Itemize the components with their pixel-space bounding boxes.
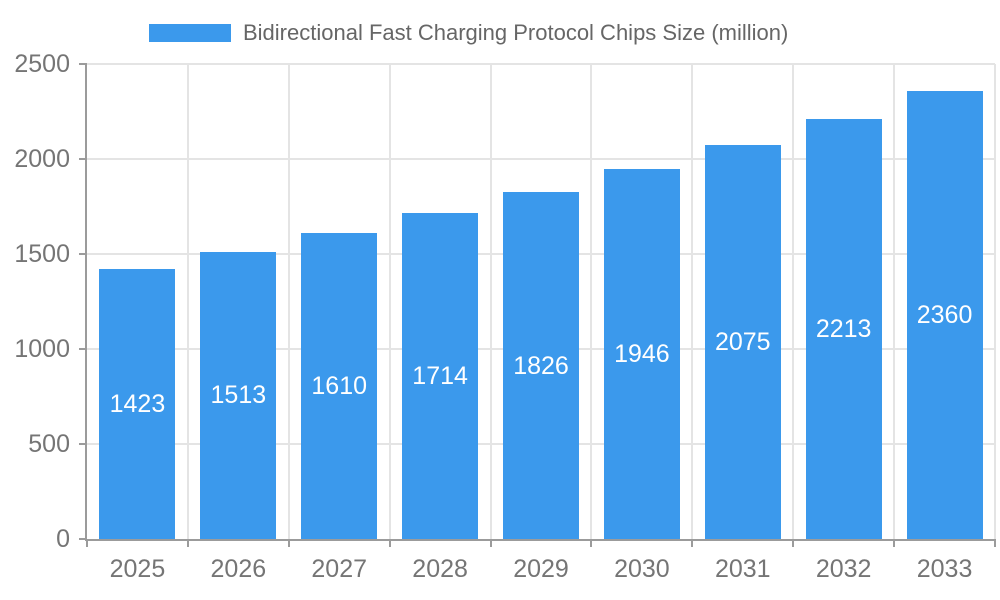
- x-tick-mark: [489, 539, 492, 547]
- x-tick-mark: [994, 539, 996, 547]
- bar: [301, 233, 378, 539]
- gridline-vertical: [186, 64, 189, 539]
- x-tick-mark: [86, 539, 88, 547]
- y-tick-label: 2500: [14, 50, 70, 78]
- x-tick-label: 2032: [815, 555, 872, 583]
- gridline-vertical: [388, 64, 391, 539]
- y-axis-line: [85, 64, 87, 541]
- y-tick-mark: [79, 158, 87, 160]
- gridline-vertical: [287, 64, 290, 539]
- x-tick-label: 2029: [513, 555, 569, 583]
- bar-value-label: 1946: [614, 340, 670, 369]
- bar-value-label: 1714: [412, 362, 468, 391]
- x-tick-label: 2031: [714, 555, 771, 583]
- bar-value-label: 1610: [311, 372, 368, 401]
- gridline-vertical: [893, 64, 896, 539]
- gridline-vertical: [994, 64, 996, 539]
- x-tick-label: 2033: [916, 555, 973, 583]
- bar: [99, 268, 176, 539]
- legend-swatch: [149, 24, 231, 42]
- y-tick-label: 1000: [14, 335, 70, 363]
- x-tick-mark: [792, 539, 795, 547]
- y-tick-label: 500: [28, 430, 70, 458]
- y-tick-mark: [79, 253, 87, 255]
- gridline-vertical: [691, 64, 694, 539]
- gridline-vertical: [792, 64, 795, 539]
- gridline-horizontal: [87, 63, 995, 65]
- bar: [503, 192, 579, 539]
- x-tick-label: 2030: [614, 555, 670, 583]
- bar: [906, 90, 983, 539]
- x-tick-label: 2025: [109, 555, 166, 583]
- chart-title: Bidirectional Fast Charging Protocol Chi…: [243, 20, 789, 45]
- x-tick-mark: [691, 539, 694, 547]
- bar: [200, 251, 277, 539]
- gridline-horizontal: [87, 158, 995, 160]
- y-tick-mark: [79, 538, 87, 540]
- bar-value-label: 1423: [109, 389, 166, 418]
- chart-legend[interactable]: Bidirectional Fast Charging Protocol Chi…: [149, 20, 788, 46]
- x-tick-mark: [287, 539, 290, 547]
- bar-value-label: 2213: [815, 314, 872, 343]
- bar-value-label: 1513: [210, 381, 267, 410]
- bar: [603, 169, 680, 539]
- gridline-vertical: [590, 64, 593, 539]
- y-tick-mark: [79, 348, 87, 350]
- y-tick-label: 1500: [14, 240, 70, 268]
- bar: [805, 118, 882, 539]
- x-axis-line: [85, 539, 995, 541]
- bar: [704, 144, 781, 539]
- bar-value-label: 1826: [513, 351, 569, 380]
- bar-value-label: 2360: [916, 300, 973, 329]
- y-tick-mark: [79, 443, 87, 445]
- x-tick-label: 2026: [210, 555, 267, 583]
- y-tick-label: 2000: [14, 145, 70, 173]
- x-tick-mark: [590, 539, 593, 547]
- x-tick-label: 2027: [311, 555, 368, 583]
- gridline-vertical: [489, 64, 492, 539]
- x-tick-mark: [893, 539, 896, 547]
- bar: [402, 213, 479, 539]
- x-tick-mark: [388, 539, 391, 547]
- y-tick-label: 0: [56, 525, 70, 553]
- x-tick-mark: [186, 539, 189, 547]
- y-tick-mark: [79, 63, 87, 65]
- bar-value-label: 2075: [714, 327, 771, 356]
- x-tick-label: 2028: [412, 555, 468, 583]
